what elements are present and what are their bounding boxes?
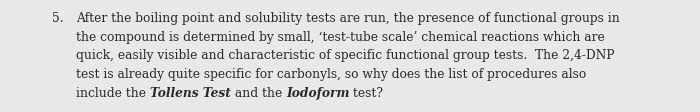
Text: test is already quite specific for carbonyls, so why does the list of procedures: test is already quite specific for carbo… [76,68,587,81]
Text: the compound is determined by small, ‘test-tube scale’ chemical reactions which : the compound is determined by small, ‘te… [76,31,605,44]
Text: quick, easily visible and characteristic of specific functional group tests.  Th: quick, easily visible and characteristic… [76,50,615,62]
Text: After the boiling point and solubility tests are run, the presence of functional: After the boiling point and solubility t… [76,12,620,25]
Text: test?: test? [349,87,384,100]
Text: 5.: 5. [52,12,64,25]
Text: Tollens Test: Tollens Test [150,87,231,100]
Text: Iodoform: Iodoform [286,87,349,100]
Text: include the: include the [76,87,150,100]
Text: and the: and the [231,87,286,100]
